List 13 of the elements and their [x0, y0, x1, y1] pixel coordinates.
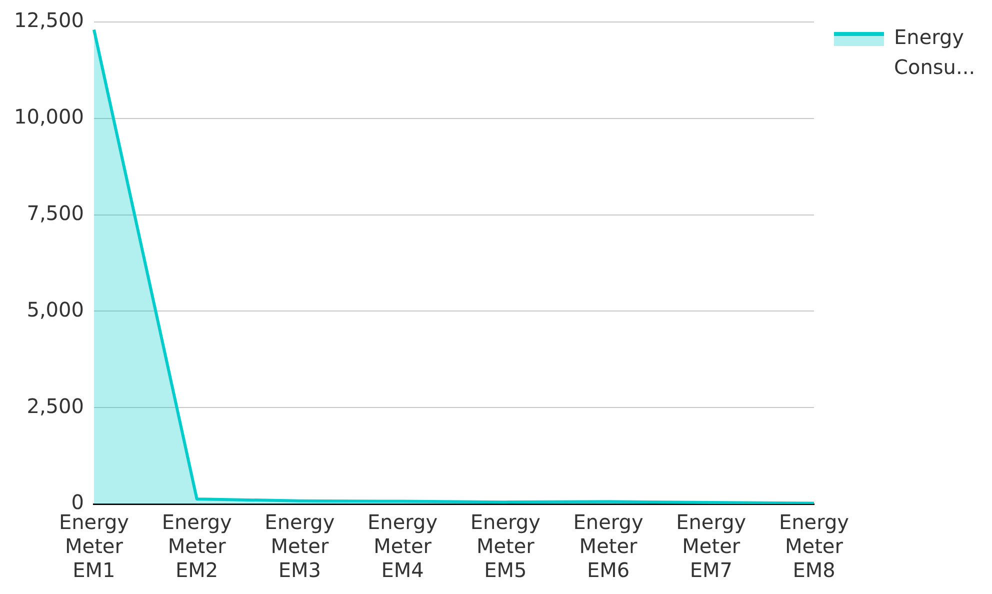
y-tick-label: 12,500 — [14, 8, 84, 32]
x-tick-label: Energy Meter EM7 — [676, 510, 746, 582]
y-tick-label: 2,500 — [26, 394, 84, 418]
x-tick-label: Energy Meter EM5 — [470, 510, 541, 582]
x-tick-label: Energy Meter EM6 — [573, 510, 644, 582]
x-tick-label: Energy Meter EM3 — [264, 510, 335, 582]
y-tick-label: 10,000 — [14, 104, 84, 129]
x-tick-label: Energy Meter EM2 — [162, 510, 232, 582]
x-tick-label: Energy Meter EM4 — [368, 510, 438, 582]
x-tick-label: Energy Meter EM8 — [778, 510, 850, 582]
y-tick-label: 5,000 — [26, 297, 84, 322]
y-tick-label: 7,500 — [26, 201, 84, 226]
legend-label: Energy Consu... — [894, 24, 976, 81]
